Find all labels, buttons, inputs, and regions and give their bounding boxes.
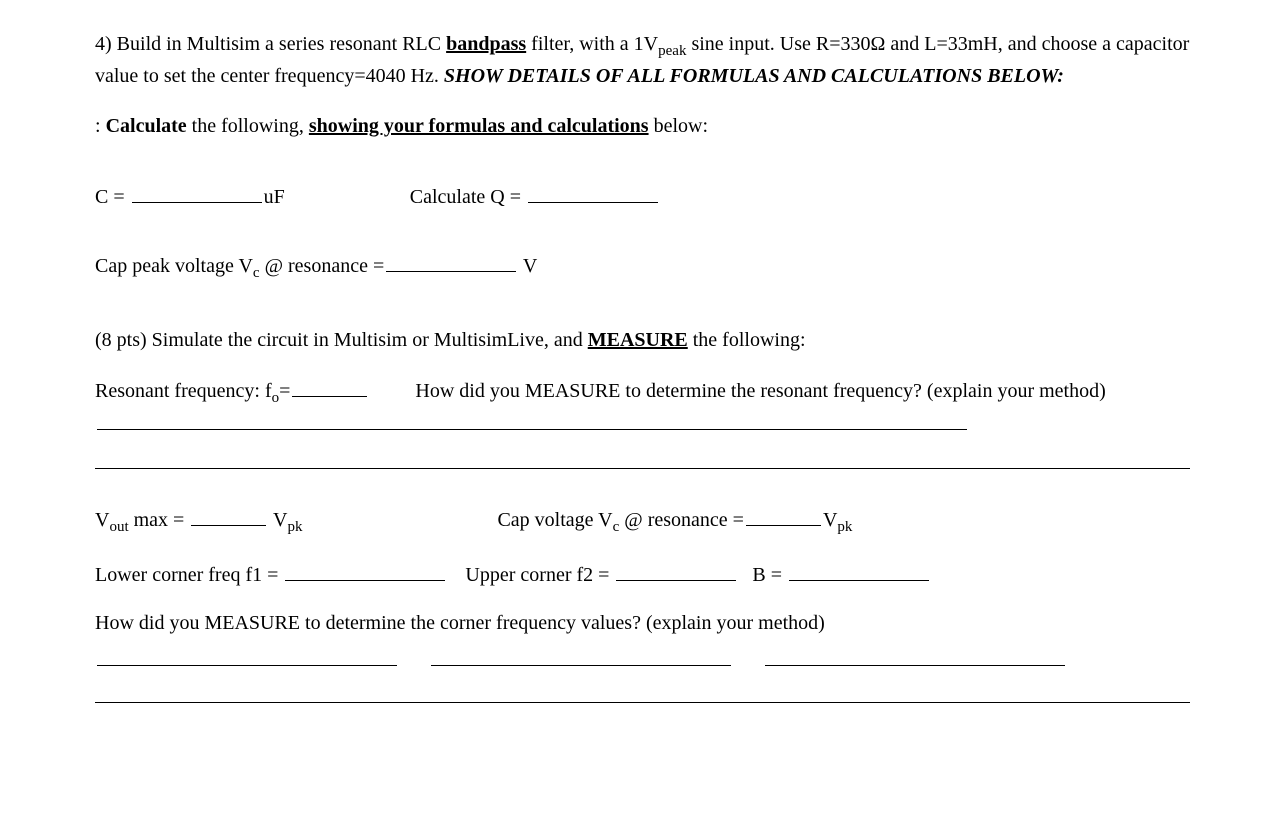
c-unit: uF	[264, 186, 285, 208]
vc-unit: V	[523, 255, 537, 277]
method-blank-line2	[95, 444, 1190, 469]
show-details: SHOW DETAILS OF ALL FORMULAS AND CALCULA…	[444, 65, 1064, 87]
vpk1-sub: pk	[287, 519, 302, 535]
f0-question: How did you MEASURE to determine the res…	[415, 380, 1105, 402]
calculate-word: Calculate	[106, 115, 187, 137]
corner-q-text: How did you MEASURE to determine the cor…	[95, 612, 825, 634]
vc-label-post: @ resonance =	[260, 255, 385, 277]
sim-post: the following:	[688, 329, 806, 351]
vpk2-sub: pk	[837, 519, 852, 535]
method-blank-inline	[97, 409, 967, 430]
calculate-instruction: : Calculate the following, showing your …	[95, 112, 1190, 140]
b-blank	[789, 560, 929, 581]
corner-blank-2	[431, 639, 731, 666]
f0-sub: o	[272, 390, 280, 406]
vpk1-pre: V	[273, 509, 287, 531]
corner-blank-1	[97, 639, 397, 666]
f1-blank	[285, 560, 445, 581]
corner-blank-3	[765, 639, 1065, 666]
question-number: 4)	[95, 33, 112, 55]
f0-blank	[292, 376, 367, 397]
text: Build in Multisim a series resonant RLC	[117, 33, 446, 55]
sim-pts: (8 pts) Simulate the circuit in Multisim…	[95, 329, 588, 351]
corner-blank-lines	[95, 639, 1190, 666]
c-q-row: C = uF Calculate Q =	[95, 182, 1190, 211]
vout-pre: V	[95, 509, 109, 531]
vout-mid: max =	[129, 509, 190, 531]
capv-mid: @ resonance =	[619, 509, 744, 531]
c-blank	[132, 182, 262, 203]
vout-sub: out	[109, 519, 128, 535]
corner-question: How did you MEASURE to determine the cor…	[95, 609, 1190, 637]
question-intro: 4) Build in Multisim a series resonant R…	[95, 30, 1190, 90]
simulate-instruction: (8 pts) Simulate the circuit in Multisim…	[95, 326, 1190, 354]
vc-row: Cap peak voltage Vc @ resonance = V	[95, 251, 1190, 284]
text: below:	[649, 115, 708, 137]
peak-subscript: peak	[658, 43, 686, 59]
vc-blank	[386, 251, 516, 272]
vc-label-pre: Cap peak voltage V	[95, 255, 253, 277]
capv-blank	[746, 505, 821, 526]
c-label: C =	[95, 186, 130, 208]
text: filter, with a 1V	[526, 33, 658, 55]
f0-row: Resonant frequency: fo= How did you MEAS…	[95, 376, 1190, 438]
vc-sub: c	[253, 265, 260, 281]
f2-label: Upper corner f2 =	[465, 564, 614, 586]
corner-freq-row: Lower corner freq f1 = Upper corner f2 =…	[95, 560, 1190, 589]
q-label: Calculate Q =	[410, 186, 526, 208]
showing-formulas: showing your formulas and calculations	[309, 115, 649, 137]
vout-blank	[191, 505, 266, 526]
capv-pre: Cap voltage V	[497, 509, 612, 531]
colon: :	[95, 115, 106, 137]
text: the following,	[187, 115, 309, 137]
b-label: B =	[752, 564, 787, 586]
bandpass: bandpass	[446, 33, 526, 55]
measure-word: MEASURE	[588, 329, 688, 351]
corner-blank-line2	[95, 678, 1190, 703]
q-blank	[528, 182, 658, 203]
vpk2-pre: V	[823, 509, 837, 531]
f1-label: Lower corner freq f1 =	[95, 564, 283, 586]
f0-pre: Resonant frequency: f	[95, 380, 272, 402]
vout-capv-row: Vout max = Vpk Cap voltage Vc @ resonanc…	[95, 505, 1190, 538]
f0-post: =	[279, 380, 290, 402]
f2-blank	[616, 560, 736, 581]
